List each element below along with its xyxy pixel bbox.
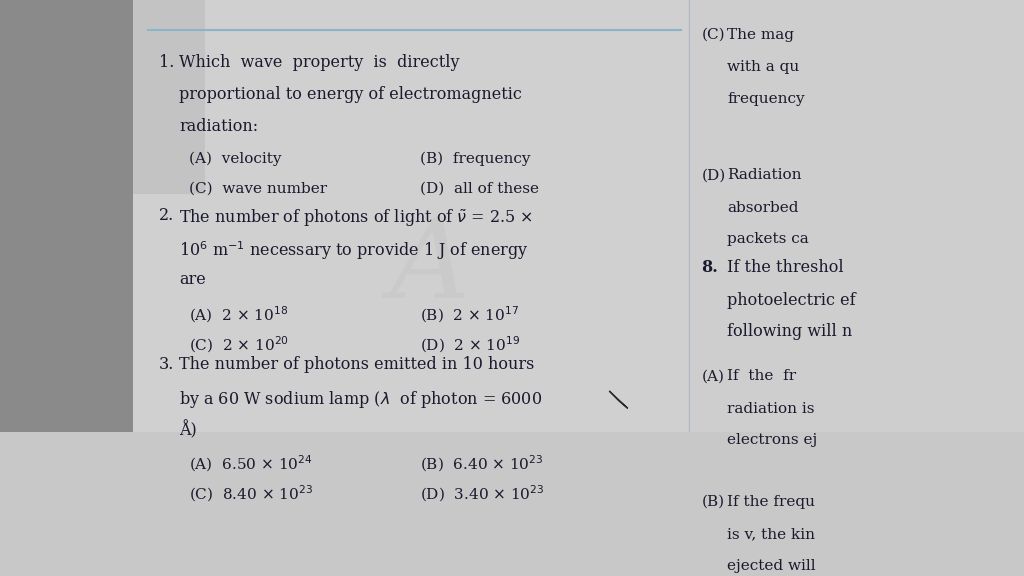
- Text: (C): (C): [701, 28, 725, 42]
- Text: (B)  frequency: (B) frequency: [420, 151, 530, 166]
- Text: (C)  wave number: (C) wave number: [189, 181, 328, 195]
- Text: is v, the kin: is v, the kin: [727, 527, 815, 541]
- Text: with a qu: with a qu: [727, 60, 800, 74]
- Text: electrons ej: electrons ej: [727, 433, 817, 448]
- Text: (A)  6.50 $\times$ 10$^{24}$: (A) 6.50 $\times$ 10$^{24}$: [189, 454, 313, 474]
- Text: radiation:: radiation:: [179, 118, 258, 135]
- Text: 10$^6$ m$^{-1}$ necessary to provide 1 J of energy: 10$^6$ m$^{-1}$ necessary to provide 1 J…: [179, 240, 528, 263]
- Text: (A): (A): [701, 369, 724, 384]
- Text: (D)  2 $\times$ 10$^{19}$: (D) 2 $\times$ 10$^{19}$: [420, 335, 520, 355]
- Text: 2.: 2.: [159, 207, 174, 225]
- Text: The mag: The mag: [727, 28, 794, 42]
- Text: (D)  3.40 $\times$ 10$^{23}$: (D) 3.40 $\times$ 10$^{23}$: [420, 484, 545, 504]
- Text: (C)  8.40 $\times$ 10$^{23}$: (C) 8.40 $\times$ 10$^{23}$: [189, 484, 313, 504]
- FancyBboxPatch shape: [133, 0, 691, 432]
- Text: by a 60 W sodium lamp ($\lambda$  of photon = 6000: by a 60 W sodium lamp ($\lambda$ of phot…: [179, 389, 543, 410]
- FancyBboxPatch shape: [691, 0, 1024, 432]
- Text: radiation is: radiation is: [727, 402, 814, 416]
- Text: (B): (B): [701, 495, 725, 509]
- Text: Å): Å): [179, 420, 197, 439]
- Text: photoelectric ef: photoelectric ef: [727, 291, 856, 309]
- Polygon shape: [609, 391, 628, 408]
- Text: If the threshol: If the threshol: [727, 259, 844, 276]
- Text: absorbed: absorbed: [727, 201, 799, 215]
- Text: 1.: 1.: [159, 54, 174, 71]
- Text: (A)  velocity: (A) velocity: [189, 151, 282, 166]
- FancyBboxPatch shape: [0, 0, 133, 432]
- Text: (B)  6.40 $\times$ 10$^{23}$: (B) 6.40 $\times$ 10$^{23}$: [420, 454, 544, 474]
- Text: frequency: frequency: [727, 92, 805, 106]
- Text: following will n: following will n: [727, 323, 852, 340]
- Text: A: A: [390, 214, 470, 321]
- Text: Which  wave  property  is  directly: Which wave property is directly: [179, 54, 460, 71]
- Text: The number of photons of light of $\tilde{\nu}$ = 2.5 $\times$: The number of photons of light of $\tild…: [179, 207, 534, 228]
- Text: If the frequ: If the frequ: [727, 495, 815, 509]
- Text: (A)  2 $\times$ 10$^{18}$: (A) 2 $\times$ 10$^{18}$: [189, 305, 289, 325]
- Text: (B)  2 $\times$ 10$^{17}$: (B) 2 $\times$ 10$^{17}$: [420, 305, 519, 325]
- Text: packets ca: packets ca: [727, 233, 809, 247]
- Text: (C)  2 $\times$ 10$^{20}$: (C) 2 $\times$ 10$^{20}$: [189, 335, 290, 355]
- FancyBboxPatch shape: [133, 0, 205, 195]
- Text: The number of photons emitted in 10 hours: The number of photons emitted in 10 hour…: [179, 357, 535, 373]
- Text: ejected will: ejected will: [727, 559, 816, 573]
- Text: proportional to energy of electromagnetic: proportional to energy of electromagneti…: [179, 86, 522, 104]
- Text: 3.: 3.: [159, 357, 174, 373]
- Text: 8.: 8.: [701, 259, 718, 276]
- Text: If  the  fr: If the fr: [727, 369, 797, 384]
- Text: are: are: [179, 271, 206, 289]
- Text: Radiation: Radiation: [727, 169, 802, 183]
- Text: (D)  all of these: (D) all of these: [420, 181, 539, 195]
- Text: (D): (D): [701, 169, 726, 183]
